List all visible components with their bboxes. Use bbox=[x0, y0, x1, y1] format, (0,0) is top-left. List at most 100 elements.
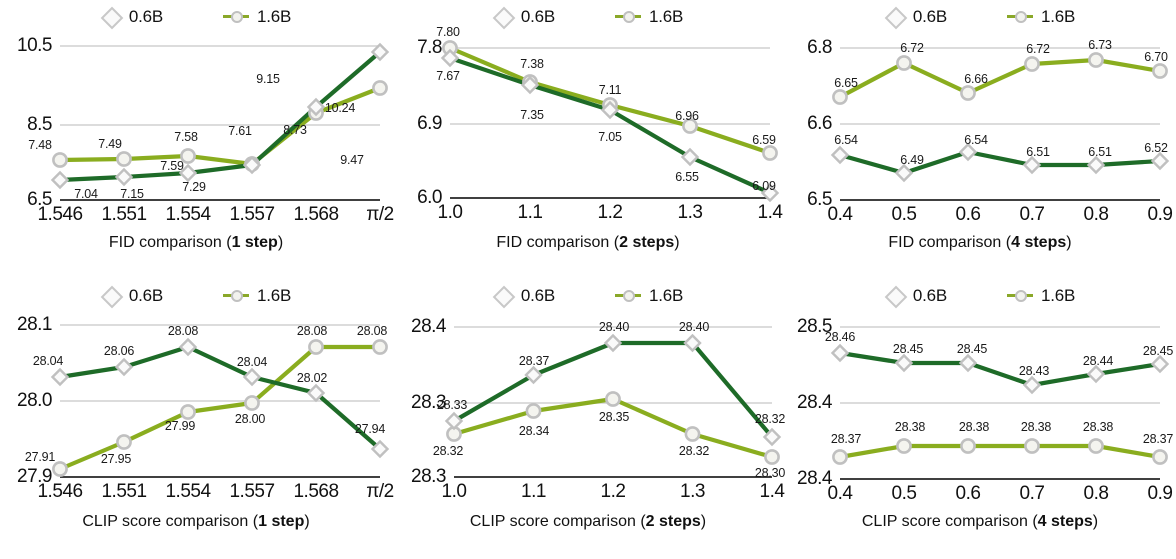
diamond-marker-icon bbox=[885, 286, 905, 306]
legend-item-1: 1.6B bbox=[223, 7, 291, 27]
y-axis-tick-label: 28.4 bbox=[797, 468, 832, 489]
data-label-series-0: 6.55 bbox=[675, 170, 699, 184]
x-axis-tick-label: 1.557 bbox=[229, 481, 275, 502]
data-label-series-0: 6.51 bbox=[1026, 145, 1050, 159]
data-label-series-0: 27.94 bbox=[354, 422, 386, 436]
data-label-series-0: 28.40 bbox=[678, 320, 710, 334]
x-axis-tick-label: 1.1 bbox=[521, 481, 546, 502]
data-label-series-0: 28.06 bbox=[103, 344, 135, 358]
data-label-series-1: 6.66 bbox=[964, 72, 988, 86]
circle-marker-icon bbox=[1007, 9, 1033, 25]
legend-item-0: 0.6B bbox=[885, 286, 947, 306]
x-axis-tick-label: 1.551 bbox=[101, 481, 147, 502]
caption-prefix: FID comparison ( bbox=[108, 234, 232, 251]
data-label-series-0: 28.08 bbox=[167, 324, 199, 338]
data-label-series-1: 27.95 bbox=[100, 452, 132, 466]
data-label-series-1: 28.38 bbox=[1082, 420, 1114, 434]
data-label-series-0: 28.46 bbox=[824, 330, 856, 344]
y-axis-tick-label: 6.9 bbox=[417, 113, 442, 134]
caption-suffix: ) bbox=[674, 234, 680, 251]
legend-item-1: 1.6B bbox=[1007, 286, 1075, 306]
plot-area: 6.8 6.6 6.5 6.54 6.49 6.54 6.51 6.51 6.52 6.65 6.7… bbox=[784, 26, 1176, 211]
y-axis-tick-label: 28.5 bbox=[797, 316, 832, 337]
y-axis-tick-label: 6.5 bbox=[27, 189, 52, 210]
chart-legend: 0.6B 1.6B bbox=[784, 4, 1176, 30]
plot-area: 28.4 28.3 28.3 28.33 28.37 28.40 28.40 28.32 28.… bbox=[392, 305, 785, 490]
x-axis-tick-label: 0.8 bbox=[1083, 204, 1109, 225]
data-label-series-0: 6.52 bbox=[1144, 141, 1168, 155]
panel-caption: CLIP score comparison (4 steps) bbox=[784, 513, 1176, 531]
legend-label-1: 1.6B bbox=[1041, 7, 1076, 26]
data-label-series-0: 9.47 bbox=[340, 153, 364, 167]
diamond-marker-icon bbox=[493, 286, 513, 306]
data-label-series-1: 28.00 bbox=[234, 412, 266, 426]
data-label-series-1: 7.49 bbox=[98, 137, 122, 151]
caption-emphasis: 1 step bbox=[258, 513, 305, 530]
x-axis-tick-label: 1.2 bbox=[597, 202, 623, 223]
caption-emphasis: 4 steps bbox=[1011, 234, 1067, 251]
y-axis-tick-label: 28.1 bbox=[17, 314, 52, 335]
chart-legend: 0.6B 1.6B bbox=[392, 4, 784, 30]
diamond-marker-icon bbox=[101, 286, 121, 306]
data-label-series-1: 10.24 bbox=[324, 101, 356, 115]
legend-item-0: 0.6B bbox=[885, 7, 947, 27]
data-label-series-1: 28.38 bbox=[894, 420, 926, 434]
data-label-series-0: 7.04 bbox=[74, 187, 98, 201]
x-axis-tick-label: 0.7 bbox=[1019, 204, 1045, 225]
x-axis-tick-label: 0.7 bbox=[1019, 483, 1045, 504]
x-axis-tick-label: 1.568 bbox=[293, 204, 339, 225]
caption-prefix: CLIP score comparison ( bbox=[469, 513, 646, 530]
legend-label-0: 0.6B bbox=[128, 7, 163, 26]
x-axis-tick-labels: 1.546 1.551 1.554 1.557 1.568 π/2 bbox=[0, 481, 394, 509]
caption-suffix: ) bbox=[1092, 513, 1099, 530]
x-axis-tick-label: 1.2 bbox=[600, 481, 626, 502]
x-axis-tick-label: 1.1 bbox=[517, 202, 543, 223]
panel-caption: FID comparison (4 steps) bbox=[784, 234, 1176, 252]
x-axis-tick-label: 1.546 bbox=[37, 204, 83, 225]
chart-legend: 0.6B 1.6B bbox=[392, 283, 784, 309]
caption-suffix: ) bbox=[1066, 234, 1072, 251]
data-label-series-0: 28.02 bbox=[296, 371, 328, 385]
data-label-series-1: 7.58 bbox=[174, 130, 198, 144]
data-label-series-1: 28.32 bbox=[432, 444, 464, 458]
legend-item-1: 1.6B bbox=[615, 7, 683, 27]
chart-panel-clip-1-step: 0.6B 1.6B 28.1 28.0 27.9 28.04 28.06 28.08 28.… bbox=[0, 279, 394, 558]
data-label-series-0: 28.40 bbox=[598, 320, 630, 334]
data-label-series-1: 28.35 bbox=[598, 410, 630, 424]
circle-marker-icon bbox=[223, 288, 249, 304]
panel-caption: CLIP score comparison (2 steps) bbox=[392, 513, 784, 531]
x-axis-tick-label: 1.3 bbox=[680, 481, 705, 502]
x-axis-tick-label: 1.4 bbox=[759, 481, 785, 502]
data-label-series-1: 7.61 bbox=[228, 124, 252, 138]
x-axis-tick-label: π/2 bbox=[366, 204, 394, 225]
data-label-series-1: 28.08 bbox=[356, 324, 388, 338]
legend-item-0: 0.6B bbox=[101, 7, 163, 27]
data-label-series-1: 6.70 bbox=[1144, 50, 1168, 64]
x-axis-tick-label: π/2 bbox=[366, 481, 394, 502]
x-axis-tick-label: 1.4 bbox=[757, 202, 783, 223]
data-label-series-0: 28.45 bbox=[1142, 344, 1174, 358]
data-label-series-1: 28.38 bbox=[1020, 420, 1052, 434]
y-axis-tick-label: 28.4 bbox=[411, 316, 446, 337]
x-axis-tick-label: 0.4 bbox=[827, 483, 853, 504]
legend-label-0: 0.6B bbox=[912, 286, 947, 305]
x-axis-tick-label: 0.9 bbox=[1147, 483, 1173, 504]
data-label-series-0: 28.04 bbox=[236, 355, 268, 369]
chart-panel-fid-2-steps: 0.6B 1.6B 7.8 6.9 6.0 7.67 7.35 7.05 6.55 6.09 7… bbox=[392, 0, 784, 279]
legend-label-1: 1.6B bbox=[649, 7, 684, 26]
caption-emphasis: 2 steps bbox=[619, 234, 675, 251]
data-label-series-0: 7.35 bbox=[520, 108, 544, 122]
x-axis-tick-label: 1.557 bbox=[229, 204, 275, 225]
data-label-series-0: 28.44 bbox=[1082, 354, 1114, 368]
y-axis-tick-label: 6.0 bbox=[417, 187, 442, 208]
diamond-marker-icon bbox=[493, 7, 513, 27]
data-label-series-1: 6.59 bbox=[752, 133, 776, 147]
x-axis-tick-label: 1.0 bbox=[441, 481, 467, 502]
plot-area: 28.1 28.0 27.9 28.04 28.06 28.08 28.04 28.02 27.… bbox=[0, 305, 392, 490]
y-axis-tick-label: 28.0 bbox=[17, 390, 52, 411]
data-label-series-0: 6.51 bbox=[1088, 145, 1112, 159]
data-label-series-1: 7.48 bbox=[28, 138, 52, 152]
legend-label-0: 0.6B bbox=[128, 286, 163, 305]
caption-prefix: CLIP score comparison ( bbox=[861, 513, 1038, 530]
